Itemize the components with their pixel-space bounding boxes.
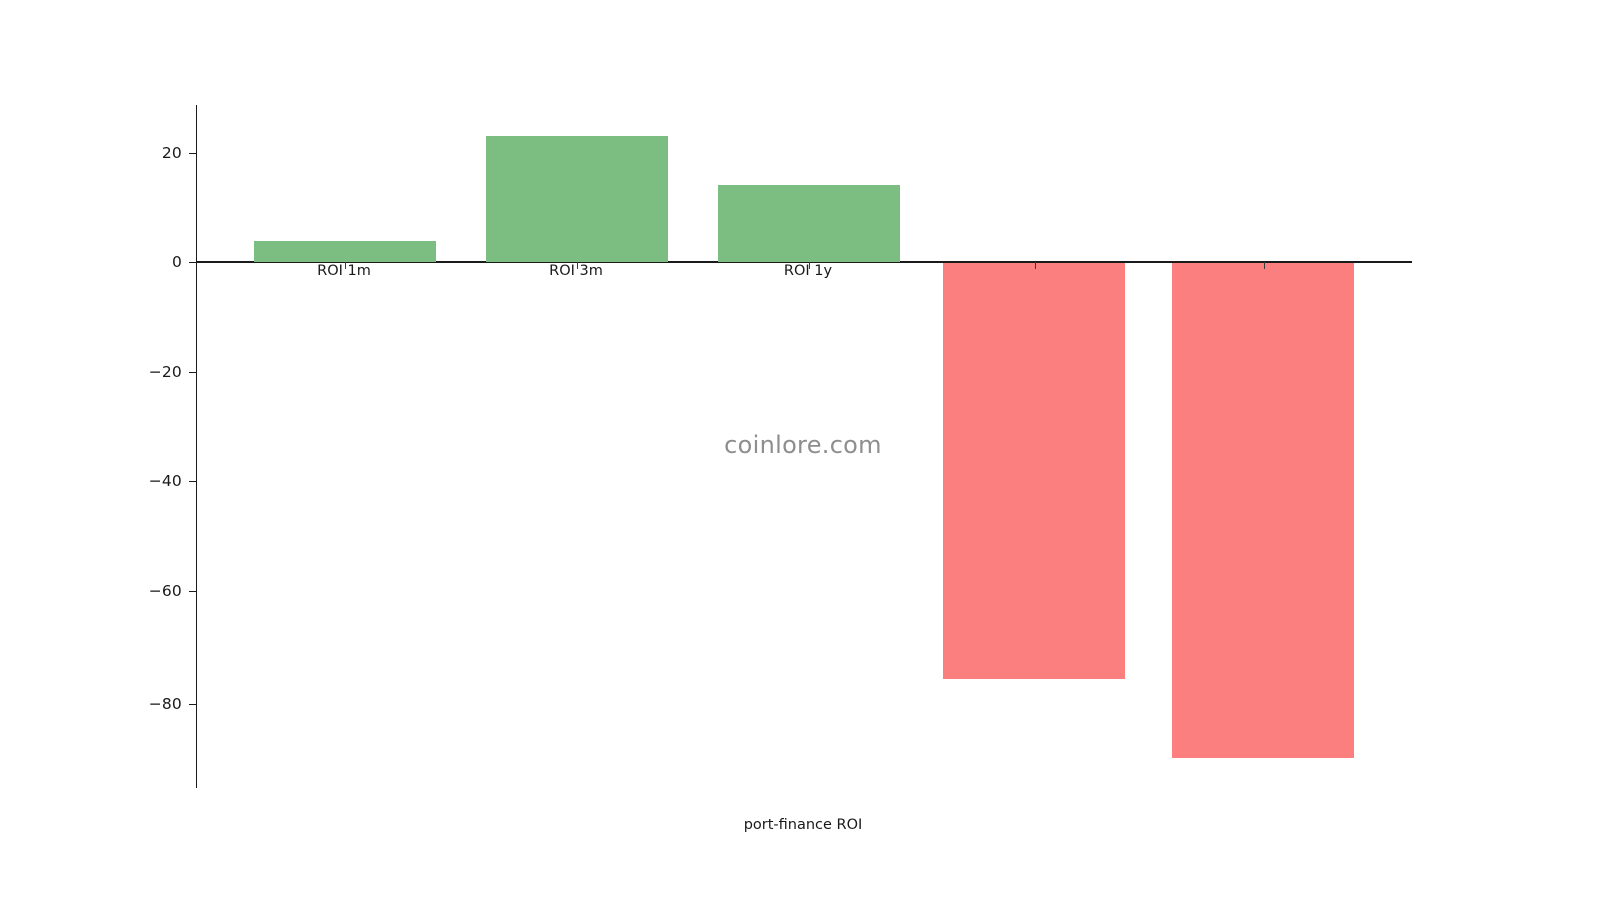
bar-negative-1[interactable]	[943, 262, 1125, 679]
y-tick-label-m80: −80	[148, 695, 182, 713]
x-tick-mark	[344, 262, 346, 269]
y-axis-spine	[196, 105, 198, 788]
y-tick-mark	[189, 152, 197, 154]
x-tick-mark	[1263, 262, 1265, 269]
bar-negative-2[interactable]	[1172, 262, 1354, 758]
x-tick-label-roi-1y: ROI 1y	[783, 263, 833, 279]
y-tick-label-m60: −60	[148, 582, 182, 600]
x-tick-label-roi-1m: ROI 1m	[317, 263, 371, 279]
x-tick-label-roi-3m: ROI 3m	[549, 263, 603, 279]
y-tick-mark	[189, 261, 197, 263]
x-axis-title: port-finance ROI	[743, 817, 863, 833]
y-tick-label-m40: −40	[148, 472, 182, 490]
x-tick-mark	[576, 262, 578, 269]
y-tick-label-20: 20	[161, 144, 182, 162]
bar-roi-3m[interactable]	[486, 135, 668, 262]
y-tick-label-m20: −20	[148, 363, 182, 381]
y-tick-mark	[189, 480, 197, 482]
bar-roi-1m[interactable]	[254, 240, 436, 262]
coinlore-watermark: coinlore.com	[724, 431, 882, 459]
y-tick-mark	[189, 703, 197, 705]
bar-roi-1y[interactable]	[718, 184, 900, 262]
y-tick-mark	[189, 371, 197, 373]
x-tick-mark	[1034, 262, 1036, 269]
y-tick-label-0: 0	[171, 253, 182, 271]
y-tick-mark	[189, 590, 197, 592]
x-tick-mark	[808, 262, 810, 269]
